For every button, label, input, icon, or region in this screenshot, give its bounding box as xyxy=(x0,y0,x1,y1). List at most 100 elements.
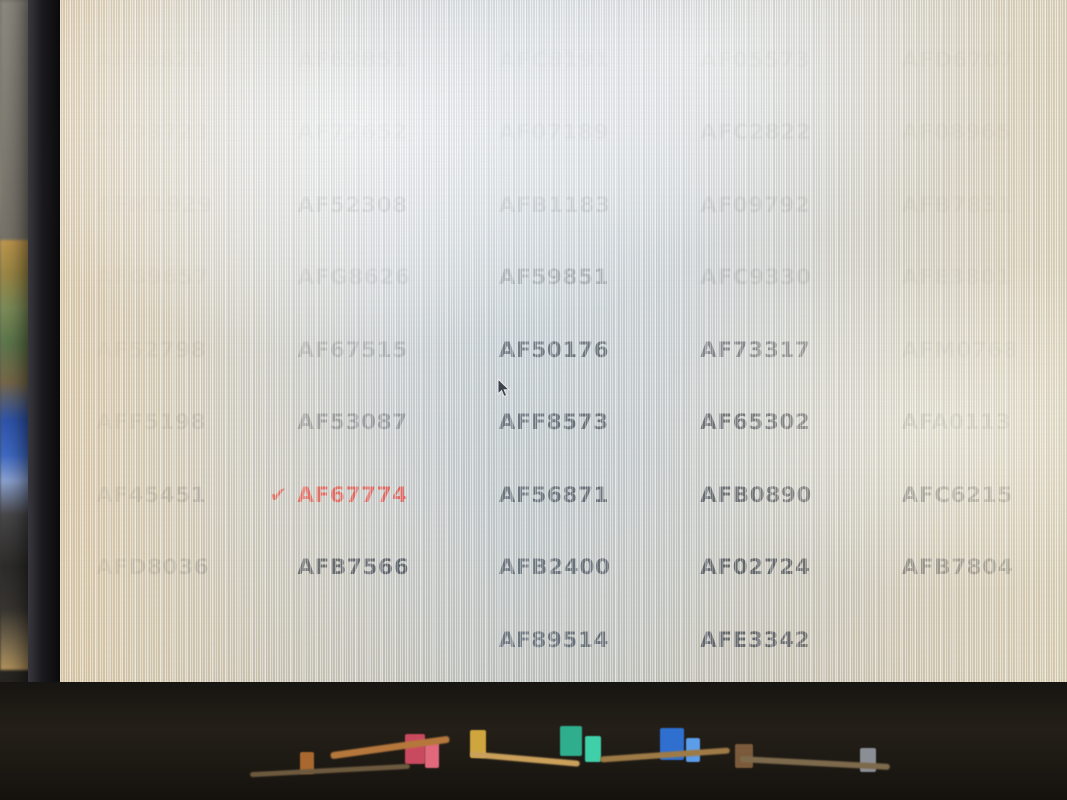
code-cell[interactable]: AF65302 xyxy=(664,387,865,460)
code-cell[interactable]: AF53087 xyxy=(261,387,462,460)
code-label: AFD3723 xyxy=(96,120,210,146)
code-label: AF45451 xyxy=(96,482,207,508)
code-row: AFD8036 AFB7566 AFB2400 AF02724 AFB7804 xyxy=(60,532,1067,605)
code-cell[interactable]: AFB7831 xyxy=(866,169,1067,242)
code-cell[interactable]: AFA0113 xyxy=(866,387,1067,460)
code-label: AFM1929 xyxy=(96,192,213,218)
code-cell[interactable]: AFB1183 xyxy=(463,169,664,242)
code-row: AF75821 AF63851 AFC8191 AF05573 AFD6707 xyxy=(60,24,1067,97)
code-cell[interactable]: AF56871 xyxy=(463,459,664,532)
desk-object xyxy=(470,730,486,758)
code-cell[interactable]: ✔ AF67774 xyxy=(261,459,462,532)
code-label: AF63851 xyxy=(297,47,408,73)
code-row: AFF5198 AF53087 AFF8573 AF65302 AFA0113 xyxy=(60,387,1067,460)
desk-object xyxy=(585,736,601,762)
code-grid: AF75821 AF63851 AFC8191 AF05573 AFD6707 AFD37… xyxy=(60,0,1067,686)
code-label: AFB0890 xyxy=(700,482,812,508)
code-label: AFB7566 xyxy=(297,555,410,581)
code-cell[interactable]: AF72652 xyxy=(261,97,462,170)
code-label: AF73317 xyxy=(700,337,811,363)
bezel-left xyxy=(28,0,60,690)
code-cell[interactable]: AFE3342 xyxy=(664,604,865,677)
desk-clutter xyxy=(0,682,1067,800)
code-label: AFB2400 xyxy=(498,555,611,581)
code-cell[interactable]: AF02724 xyxy=(664,532,865,605)
code-cell[interactable]: AF08965 xyxy=(866,97,1067,170)
code-cell[interactable]: AFC2822 xyxy=(664,97,865,170)
monitor-screen: AF75821 AF63851 AFC8191 AF05573 AFD6707 AFD37… xyxy=(60,0,1067,686)
code-cell[interactable]: AF50176 xyxy=(463,314,664,387)
code-cell[interactable]: AF52308 xyxy=(261,169,462,242)
code-label: AFA0113 xyxy=(901,410,1012,436)
code-label: AFM0768 xyxy=(901,337,1019,363)
code-row: AFG9657 AFG8626 AF59851 AFC9330 AFE3801 xyxy=(60,242,1067,315)
code-label: AF50176 xyxy=(498,337,610,363)
code-cell[interactable]: AFF8573 xyxy=(463,387,664,460)
code-cell-empty xyxy=(261,604,462,677)
code-row: AF89514 AFE3342 xyxy=(60,604,1067,677)
code-label: AF02724 xyxy=(700,555,811,581)
code-cell[interactable]: AFC9330 xyxy=(664,242,865,315)
code-label: AFC2822 xyxy=(700,120,812,146)
code-cell[interactable]: AF05573 xyxy=(664,24,865,97)
code-cell[interactable]: AFE3801 xyxy=(866,242,1067,315)
code-cell[interactable]: AFB0890 xyxy=(664,459,865,532)
code-cell[interactable]: AFC6215 xyxy=(866,459,1067,532)
code-cell[interactable]: AFG9657 xyxy=(60,242,261,315)
code-label: AF52308 xyxy=(297,192,408,218)
code-label: AF53087 xyxy=(297,410,408,436)
check-icon: ✔ xyxy=(269,483,287,508)
code-label: AF07189 xyxy=(498,120,610,146)
code-label: AF05573 xyxy=(700,47,811,73)
code-label: AFE3342 xyxy=(700,627,811,653)
code-cell[interactable]: AF45451 xyxy=(60,459,261,532)
code-cell[interactable]: AFB2400 xyxy=(463,532,664,605)
code-cell[interactable]: AFF5198 xyxy=(60,387,261,460)
code-row: AFM1929 AF52308 AFB1183 AF09792 AFB7831 xyxy=(60,169,1067,242)
code-cell[interactable]: AFB7566 xyxy=(261,532,462,605)
code-row: AFD3723 AF72652 AF07189 AFC2822 AF08965 xyxy=(60,97,1067,170)
code-cell[interactable]: AFD3723 xyxy=(60,97,261,170)
code-cell[interactable]: AF07189 xyxy=(463,97,664,170)
code-cell[interactable]: AFB7804 xyxy=(866,532,1067,605)
code-cell[interactable]: AF89514 xyxy=(463,604,664,677)
code-cell[interactable]: AFM1929 xyxy=(60,169,261,242)
code-label: AFB7831 xyxy=(901,192,1014,218)
code-label: AFG8626 xyxy=(297,265,411,291)
code-label: AFF8573 xyxy=(498,410,609,436)
code-label: AF59851 xyxy=(498,265,610,291)
code-cell[interactable]: AFD6707 xyxy=(866,24,1067,97)
mouse-pointer xyxy=(497,378,511,398)
code-label: AF08965 xyxy=(901,120,1012,146)
code-label: AFB7804 xyxy=(901,555,1014,581)
code-cell[interactable]: AF09792 xyxy=(664,169,865,242)
code-cell[interactable]: AF67515 xyxy=(261,314,462,387)
code-cell[interactable]: AFD8036 xyxy=(60,532,261,605)
code-label: AF65302 xyxy=(700,410,811,436)
code-cell[interactable]: AFG8626 xyxy=(261,242,462,315)
code-row: AF45451 ✔ AF67774 AF56871 AFB0890 AFC6215 xyxy=(60,459,1067,532)
desk-object xyxy=(425,742,439,768)
code-label: AF09792 xyxy=(700,192,811,218)
desk-object xyxy=(560,726,582,756)
code-label: AF67774 xyxy=(297,482,408,508)
code-row: AF52798 AF67515 AF50176 AF73317 AFM0768 xyxy=(60,314,1067,387)
code-cell-empty xyxy=(60,604,261,677)
code-cell[interactable]: AF63851 xyxy=(261,24,462,97)
code-label: AFG9657 xyxy=(96,265,210,291)
code-label: AFF5198 xyxy=(96,410,207,436)
code-cell[interactable]: AF59851 xyxy=(463,242,664,315)
desk-object xyxy=(249,763,411,778)
code-label: AF52798 xyxy=(96,337,207,363)
code-cell[interactable]: AF73317 xyxy=(664,314,865,387)
code-label: AF56871 xyxy=(498,482,610,508)
code-label: AF75821 xyxy=(96,47,207,73)
code-cell[interactable]: AF75821 xyxy=(60,24,261,97)
code-cell-empty xyxy=(866,604,1067,677)
code-cell[interactable]: AFM0768 xyxy=(866,314,1067,387)
code-label: AFB1183 xyxy=(498,192,611,218)
code-cell[interactable]: AF52798 xyxy=(60,314,261,387)
code-cell[interactable]: AFC8191 xyxy=(463,24,664,97)
code-label: AFC8191 xyxy=(498,47,610,73)
